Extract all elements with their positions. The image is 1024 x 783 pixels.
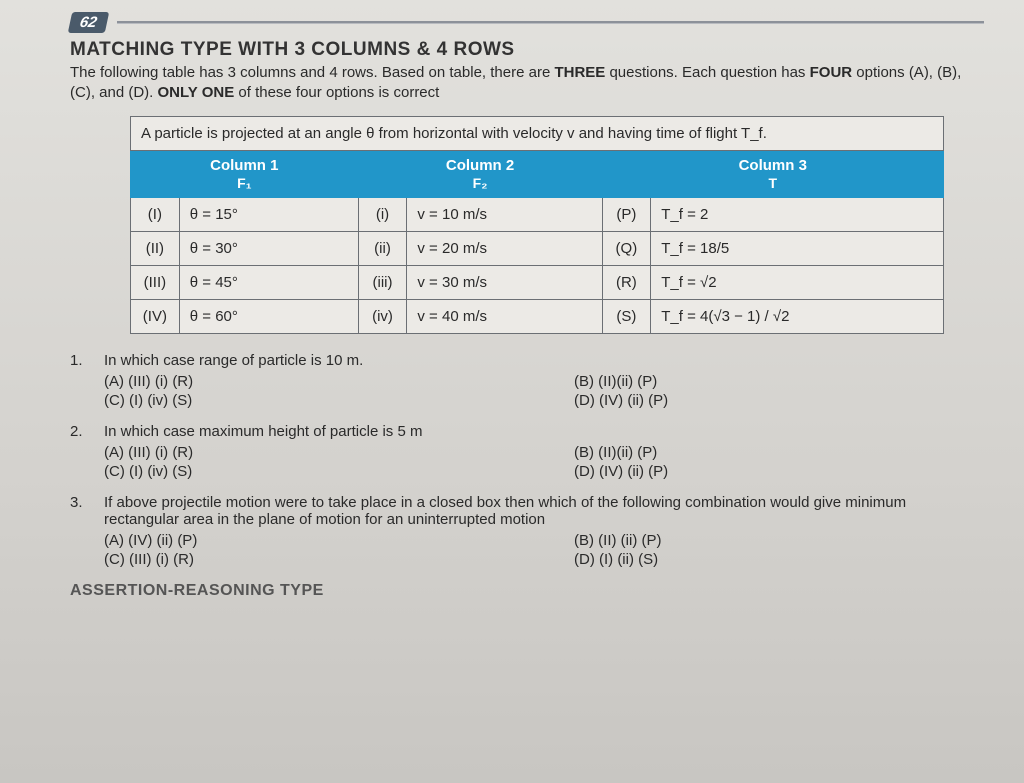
- cell-c1: θ = 45°: [179, 266, 358, 300]
- col2-header-top: Column 2: [446, 157, 514, 174]
- col2-header: Column 2 F₂: [358, 150, 602, 198]
- cell-c3i: (Q): [602, 232, 651, 266]
- question-stem: In which case maximum height of particle…: [104, 423, 984, 440]
- cell-c2: v = 10 m/s: [407, 198, 602, 232]
- option-a: (A) (IV) (ii) (P): [104, 532, 514, 549]
- col3-header: Column 3 T: [602, 150, 944, 198]
- cell-c2: v = 40 m/s: [407, 300, 602, 334]
- cell-c3: T_f = 18/5: [651, 232, 944, 266]
- questions: 1. In which case range of particle is 10…: [70, 352, 984, 568]
- option-d: (D) (IV) (ii) (P): [574, 392, 984, 409]
- cell-c3i: (R): [602, 266, 651, 300]
- cell-c3i: (S): [602, 300, 651, 334]
- page: 62 MATCHING TYPE WITH 3 COLUMNS & 4 ROWS…: [0, 0, 1024, 783]
- intro-four: FOUR: [810, 64, 853, 81]
- cell-c1i: (III): [131, 266, 180, 300]
- intro-p1: The following table has 3 columns and 4 …: [70, 64, 554, 81]
- option-b: (B) (II)(ii) (P): [574, 373, 984, 390]
- cell-c3: T_f = 2: [651, 198, 944, 232]
- cell-c2i: (iv): [358, 300, 407, 334]
- table-caption: A particle is projected at an angle θ fr…: [131, 116, 944, 150]
- cell-c3: T_f = 4(√3 − 1) / √2: [651, 300, 944, 334]
- option-c: (C) (I) (iv) (S): [104, 463, 514, 480]
- question-3: 3. If above projectile motion were to ta…: [70, 494, 984, 568]
- question-options: (A) (IV) (ii) (P) (B) (II) (ii) (P) (C) …: [104, 532, 984, 568]
- cell-c1i: (IV): [131, 300, 180, 334]
- question-options: (A) (III) (i) (R) (B) (II)(ii) (P) (C) (…: [104, 444, 984, 480]
- cell-c1i: (II): [131, 232, 180, 266]
- cell-c1: θ = 60°: [179, 300, 358, 334]
- cell-c1: θ = 15°: [179, 198, 358, 232]
- cell-c2: v = 20 m/s: [407, 232, 602, 266]
- cell-c3i: (P): [602, 198, 651, 232]
- question-stem: In which case range of particle is 10 m.: [104, 352, 984, 369]
- option-b: (B) (II) (ii) (P): [574, 532, 984, 549]
- table-header-row: Column 1 F₁ Column 2 F₂ Column 3 T: [131, 150, 944, 198]
- top-bar: 62: [70, 12, 984, 33]
- option-c: (C) (I) (iv) (S): [104, 392, 514, 409]
- question-body: In which case maximum height of particle…: [104, 423, 984, 480]
- intro-three: THREE: [554, 64, 605, 81]
- table-row: (III) θ = 45° (iii) v = 30 m/s (R) T_f =…: [131, 266, 944, 300]
- table-row: (I) θ = 15° (i) v = 10 m/s (P) T_f = 2: [131, 198, 944, 232]
- cell-c2i: (i): [358, 198, 407, 232]
- footer-cutoff-heading: ASSERTION-REASONING TYPE: [70, 582, 984, 600]
- cell-c2i: (ii): [358, 232, 407, 266]
- cell-c3: T_f = √2: [651, 266, 944, 300]
- section-heading: MATCHING TYPE WITH 3 COLUMNS & 4 ROWS: [70, 39, 984, 61]
- option-c: (C) (III) (i) (R): [104, 551, 514, 568]
- intro-p2: questions. Each question has: [605, 64, 809, 81]
- top-divider: [117, 21, 984, 24]
- option-b: (B) (II)(ii) (P): [574, 444, 984, 461]
- col1-header: Column 1 F₁: [131, 150, 359, 198]
- table-row: (II) θ = 30° (ii) v = 20 m/s (Q) T_f = 1…: [131, 232, 944, 266]
- col1-header-top: Column 1: [210, 157, 278, 174]
- col3-header-sub: T: [607, 175, 940, 192]
- option-a: (A) (III) (i) (R): [104, 373, 514, 390]
- cell-c2i: (iii): [358, 266, 407, 300]
- question-body: If above projectile motion were to take …: [104, 494, 984, 568]
- question-number: 3.: [70, 494, 104, 568]
- intro-p4: of these four options is correct: [234, 84, 439, 101]
- question-options: (A) (III) (i) (R) (B) (II)(ii) (P) (C) (…: [104, 373, 984, 409]
- question-number: 2.: [70, 423, 104, 480]
- table-wrap: A particle is projected at an angle θ fr…: [130, 116, 944, 335]
- option-d: (D) (I) (ii) (S): [574, 551, 984, 568]
- col3-header-top: Column 3: [739, 157, 807, 174]
- intro-text: The following table has 3 columns and 4 …: [70, 63, 984, 104]
- intro-onlyone: ONLY ONE: [158, 84, 235, 101]
- cell-c1: θ = 30°: [179, 232, 358, 266]
- question-stem: If above projectile motion were to take …: [104, 494, 984, 528]
- question-2: 2. In which case maximum height of parti…: [70, 423, 984, 480]
- option-d: (D) (IV) (ii) (P): [574, 463, 984, 480]
- page-number-badge: 62: [68, 12, 109, 33]
- option-a: (A) (III) (i) (R): [104, 444, 514, 461]
- table-caption-row: A particle is projected at an angle θ fr…: [131, 116, 944, 150]
- question-body: In which case range of particle is 10 m.…: [104, 352, 984, 409]
- cell-c1i: (I): [131, 198, 180, 232]
- question-1: 1. In which case range of particle is 10…: [70, 352, 984, 409]
- table-row: (IV) θ = 60° (iv) v = 40 m/s (S) T_f = 4…: [131, 300, 944, 334]
- match-table: A particle is projected at an angle θ fr…: [130, 116, 944, 335]
- cell-c2: v = 30 m/s: [407, 266, 602, 300]
- col2-header-sub: F₂: [363, 175, 598, 192]
- question-number: 1.: [70, 352, 104, 409]
- col1-header-sub: F₁: [135, 175, 354, 192]
